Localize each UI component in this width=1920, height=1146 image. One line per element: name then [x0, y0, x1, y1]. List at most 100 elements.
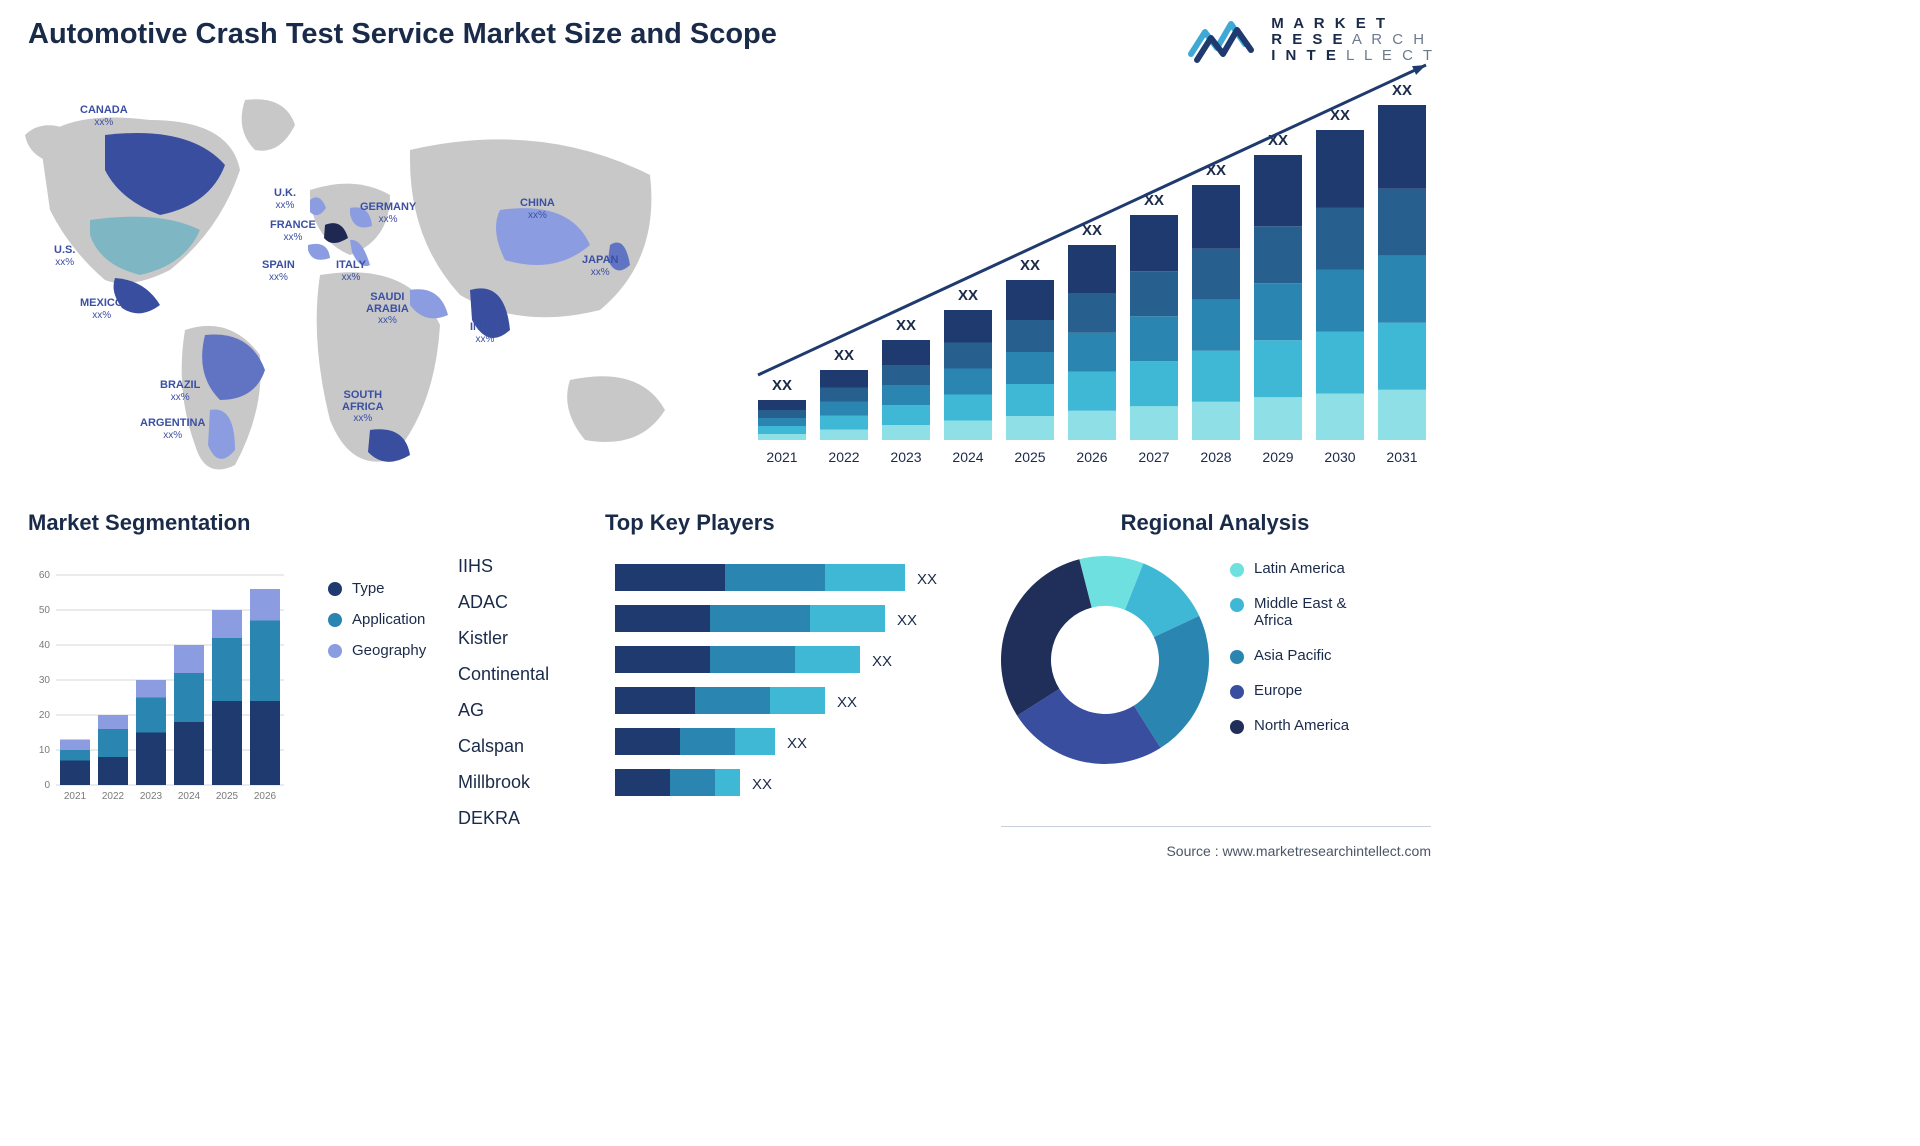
svg-text:0: 0: [44, 780, 50, 791]
svg-text:2027: 2027: [1138, 449, 1169, 465]
map-label: U.S.xx%: [54, 245, 75, 268]
svg-text:XX: XX: [772, 377, 792, 394]
svg-text:50: 50: [39, 605, 51, 616]
svg-text:20: 20: [39, 710, 51, 721]
legend-dot-icon: [328, 644, 342, 658]
svg-text:2025: 2025: [1014, 449, 1045, 465]
brand-logo: M A R K E T R E S E A R C H I N T E L L …: [1187, 14, 1435, 66]
svg-text:2023: 2023: [890, 449, 921, 465]
players-chart: XX XX XX XX XX XX: [605, 554, 975, 824]
svg-text:XX: XX: [896, 317, 916, 334]
map-label: INDIAxx%: [470, 322, 500, 345]
legend-dot-icon: [1230, 685, 1244, 699]
regional-donut: [995, 550, 1215, 770]
map-label: SOUTHAFRICAxx%: [342, 390, 384, 425]
segmentation-legend: Type Application Geography: [328, 580, 426, 673]
svg-text:2021: 2021: [766, 449, 797, 465]
legend-label: Middle East &Africa: [1254, 595, 1347, 629]
company-list-item: IIHS: [458, 548, 568, 584]
world-map: CANADAxx% U.S.xx% MEXICOxx% BRAZILxx% ARGENT…: [10, 80, 710, 490]
svg-text:XX: XX: [958, 287, 978, 304]
legend-item: Europe: [1230, 682, 1349, 699]
company-list-item: ADAC: [458, 584, 568, 620]
svg-text:XX: XX: [834, 347, 854, 364]
regional-legend: Latin America Middle East &Africa Asia Pac…: [1230, 560, 1349, 752]
legend-item: Type: [328, 580, 426, 597]
company-list-item: Calspan: [458, 728, 568, 764]
svg-text:2022: 2022: [828, 449, 859, 465]
legend-label: Type: [352, 580, 385, 597]
svg-text:XX: XX: [1020, 257, 1040, 274]
legend-label: Latin America: [1254, 560, 1345, 577]
svg-text:XX: XX: [1392, 82, 1412, 99]
svg-text:XX: XX: [897, 612, 917, 629]
source-text: Source : www.marketresearchintellect.com: [1166, 843, 1431, 859]
map-label: U.K.xx%: [274, 188, 296, 211]
map-label: CANADAxx%: [80, 105, 128, 128]
legend-label: Asia Pacific: [1254, 647, 1332, 664]
svg-text:2024: 2024: [178, 791, 201, 802]
segmentation-chart: 0 10 20 30 40 50 60 2021 2022 2023 2024 2025 2026: [28, 550, 288, 810]
legend-dot-icon: [328, 582, 342, 596]
segmentation-company-list: IIHSADACKistlerContinental AGCalspanMill…: [458, 548, 568, 836]
svg-text:2023: 2023: [140, 791, 163, 802]
logo-mark-icon: [1187, 14, 1259, 66]
legend-dot-icon: [1230, 650, 1244, 664]
svg-text:2022: 2022: [102, 791, 125, 802]
svg-text:2026: 2026: [1076, 449, 1107, 465]
map-label: BRAZILxx%: [160, 380, 200, 403]
svg-text:40: 40: [39, 640, 51, 651]
top-key-players-section: Top Key Players XX XX XX XX XX XX: [605, 510, 985, 820]
map-label: FRANCExx%: [270, 220, 316, 243]
footer-rule: [1001, 826, 1431, 827]
regional-title: Regional Analysis: [1000, 510, 1430, 536]
page-title: Automotive Crash Test Service Market Siz…: [28, 18, 777, 51]
svg-text:2030: 2030: [1324, 449, 1355, 465]
map-label: JAPANxx%: [582, 255, 618, 278]
svg-text:10: 10: [39, 745, 51, 756]
map-label: GERMANYxx%: [360, 202, 416, 225]
legend-dot-icon: [1230, 563, 1244, 577]
legend-label: Application: [352, 611, 425, 628]
map-label: SPAINxx%: [262, 260, 295, 283]
svg-text:XX: XX: [837, 694, 857, 711]
svg-text:2026: 2026: [254, 791, 277, 802]
legend-label: Europe: [1254, 682, 1302, 699]
legend-dot-icon: [1230, 720, 1244, 734]
legend-item: North America: [1230, 717, 1349, 734]
svg-text:30: 30: [39, 675, 51, 686]
legend-item: Latin America: [1230, 560, 1349, 577]
svg-text:XX: XX: [752, 776, 772, 793]
company-list-item: DEKRA: [458, 800, 568, 836]
svg-text:2024: 2024: [952, 449, 983, 465]
map-label: ITALYxx%: [336, 260, 366, 283]
map-label: CHINAxx%: [520, 198, 555, 221]
svg-text:2021: 2021: [64, 791, 87, 802]
regional-analysis-section: Regional Analysis Latin America Middle Ea…: [1000, 510, 1430, 820]
legend-dot-icon: [328, 613, 342, 627]
company-list-item: Kistler: [458, 620, 568, 656]
legend-item: Asia Pacific: [1230, 647, 1349, 664]
svg-text:60: 60: [39, 570, 51, 581]
svg-text:2028: 2028: [1200, 449, 1231, 465]
svg-text:XX: XX: [872, 653, 892, 670]
map-label: MEXICOxx%: [80, 298, 123, 321]
map-label: SAUDIARABIAxx%: [366, 292, 409, 327]
legend-label: Geography: [352, 642, 426, 659]
legend-item: Middle East &Africa: [1230, 595, 1349, 629]
legend-dot-icon: [1230, 598, 1244, 612]
players-title: Top Key Players: [605, 510, 985, 536]
logo-text: M A R K E T R E S E A R C H I N T E L L …: [1271, 16, 1435, 63]
segmentation-title: Market Segmentation: [28, 510, 568, 536]
svg-text:XX: XX: [787, 735, 807, 752]
market-size-chart: 2021XX2022XX2023XX2024XX2025XX2026XX2027…: [753, 90, 1433, 475]
market-segmentation-section: Market Segmentation 0 10 20 30 40 50 60 2021 202…: [28, 510, 568, 820]
legend-item: Geography: [328, 642, 426, 659]
svg-text:2031: 2031: [1386, 449, 1417, 465]
svg-text:2025: 2025: [216, 791, 239, 802]
legend-item: Application: [328, 611, 426, 628]
legend-label: North America: [1254, 717, 1349, 734]
map-label: ARGENTINAxx%: [140, 418, 205, 441]
company-list-item: Millbrook: [458, 764, 568, 800]
svg-text:XX: XX: [917, 571, 937, 588]
